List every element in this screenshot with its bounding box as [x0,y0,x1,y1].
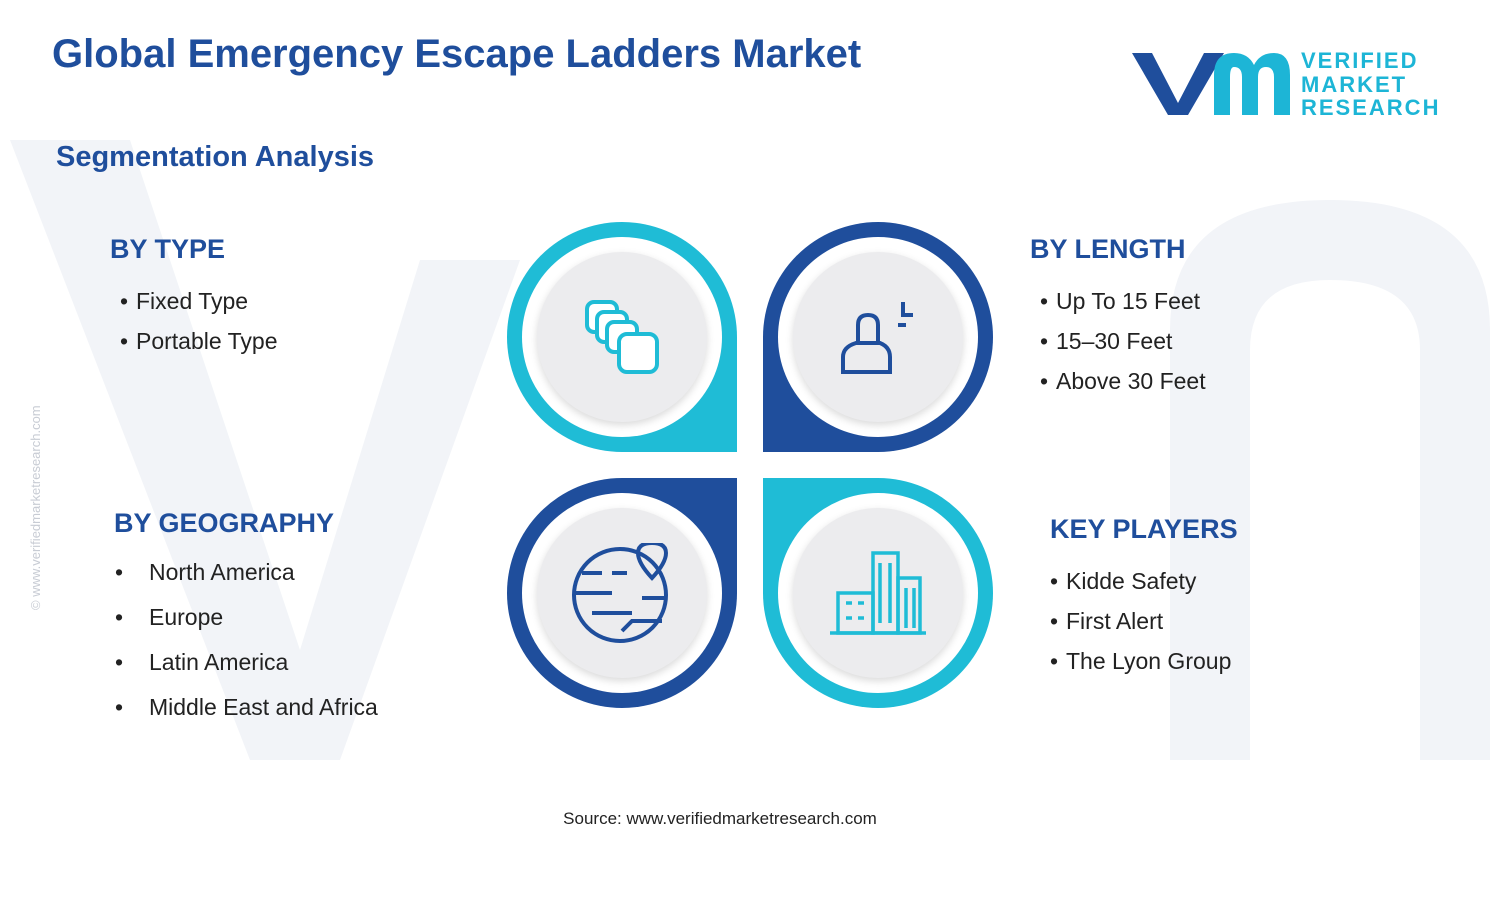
bullet: • [120,288,129,314]
logo-mark [1132,53,1290,115]
segment-shape [763,222,993,452]
segment-shape [507,222,737,452]
segment-heading: BY GEOGRAPHY [114,508,335,538]
subtitle: Segmentation Analysis [56,141,375,173]
segment-item: Above 30 Feet [1056,368,1206,394]
bullet: • [115,604,124,630]
icon [572,543,669,643]
bullet: • [1050,648,1059,674]
segment-heading: BY TYPE [110,234,226,264]
segment-item: The Lyon Group [1066,648,1232,674]
segment-item: Kidde Safety [1066,568,1197,594]
segment-item: Up To 15 Feet [1056,288,1201,314]
title: Global Emergency Escape Ladders Market [52,32,862,76]
bullet: • [115,649,124,675]
segment-shape [507,478,737,708]
logo-text: MARKET [1301,72,1408,97]
bullet: • [1050,608,1059,634]
icon [830,551,926,635]
segment-item: Latin America [149,649,289,675]
logo-text: VERIFIED [1301,48,1419,73]
segment-item: North America [149,559,295,585]
segment-shape [763,478,993,708]
bullet: • [1040,328,1049,354]
bullet: • [1050,568,1059,594]
bullet: • [115,694,124,720]
segment-item: First Alert [1066,608,1164,634]
icon [841,302,913,374]
source: Source: www.verifiedmarketresearch.com [563,809,877,828]
bullet: • [1040,288,1049,314]
segment-heading: BY LENGTH [1030,234,1186,264]
icon [585,300,659,374]
segment-item: Middle East and Africa [149,694,378,720]
watermark-text: © www.verifiedmarketresearch.com [28,405,43,610]
bullet: • [120,328,129,354]
bullet: • [1040,368,1049,394]
segment-item: Fixed Type [136,288,249,314]
segment-item: 15–30 Feet [1056,328,1173,354]
segment-item: Europe [149,604,224,630]
logo-text: RESEARCH [1301,95,1441,120]
bullet: • [115,559,124,585]
segment-item: Portable Type [136,328,278,354]
segment-heading: KEY PLAYERS [1050,514,1238,544]
